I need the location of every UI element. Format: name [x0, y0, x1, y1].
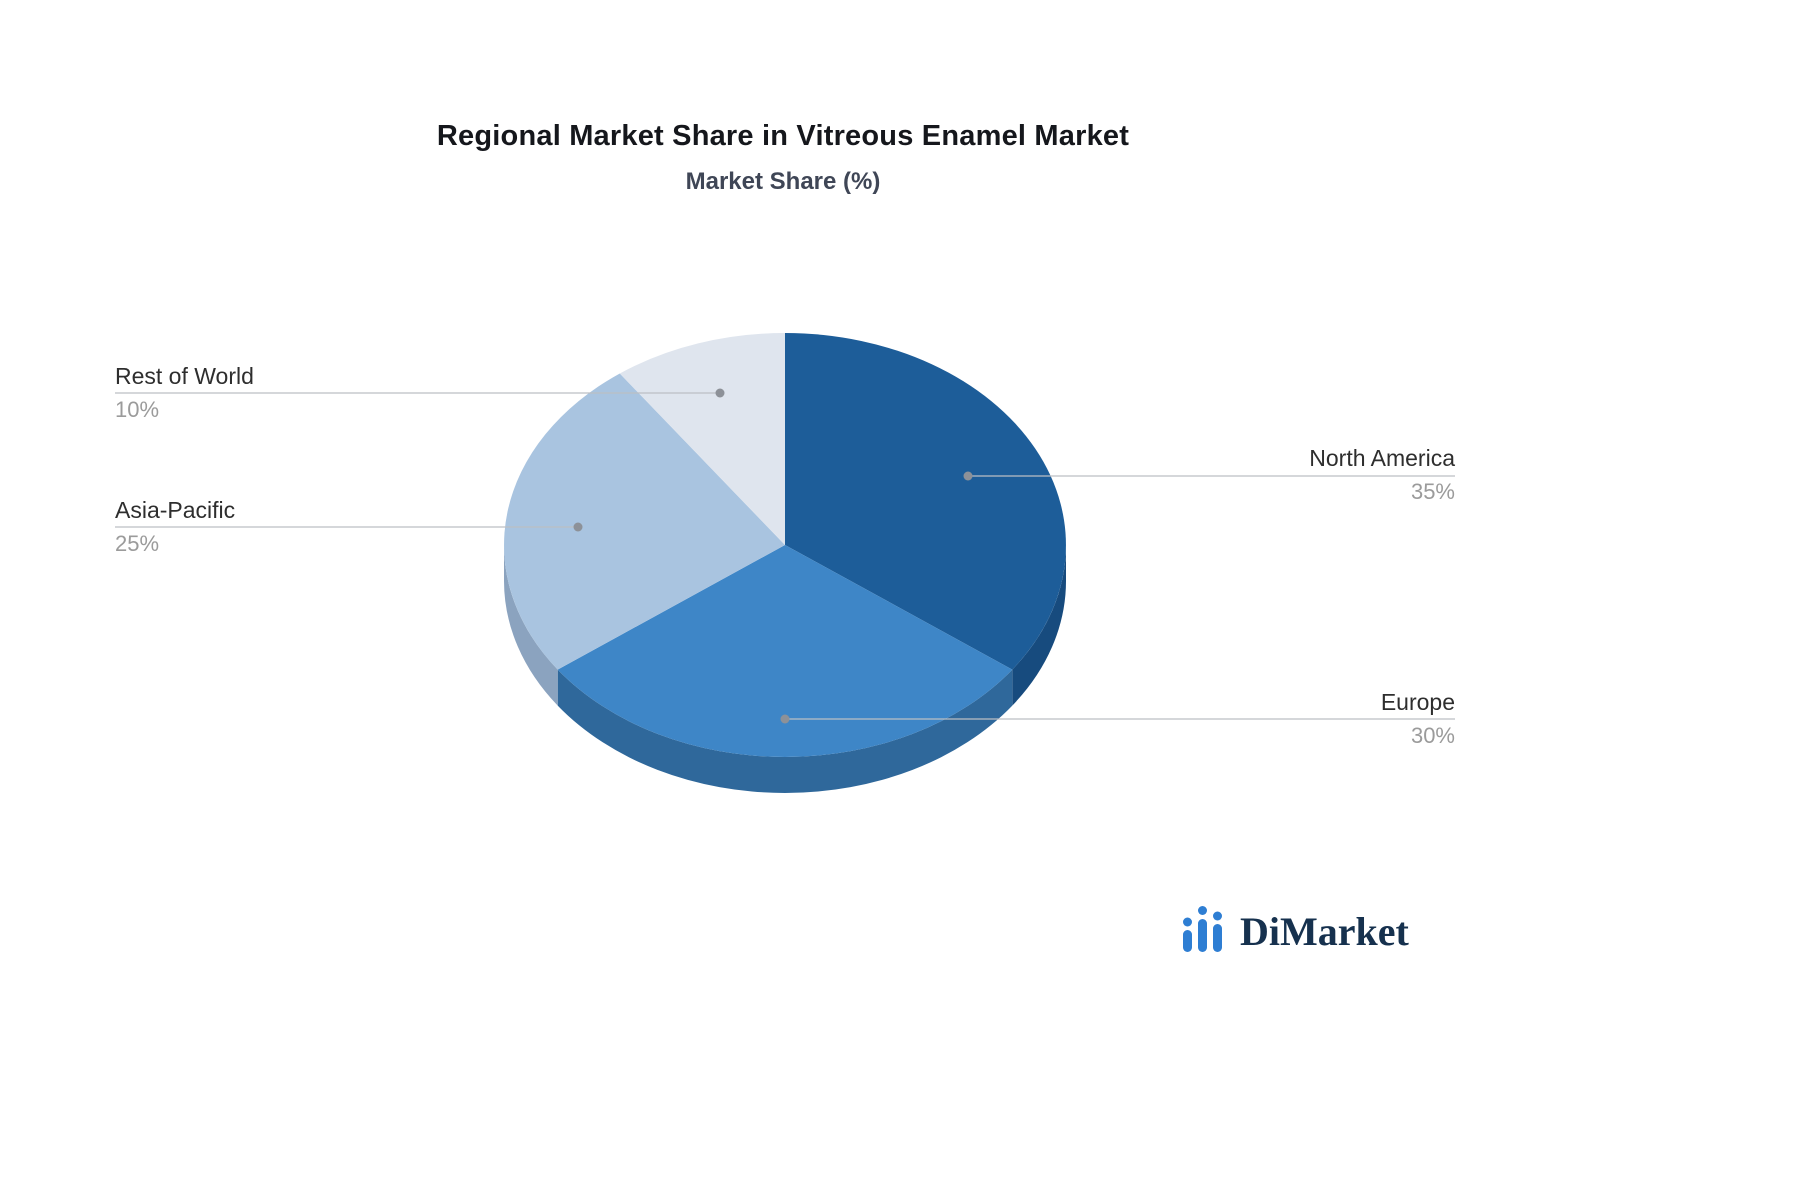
chart-subtitle: Market Share (%): [685, 168, 881, 195]
pie-slice-europe: [557, 545, 1013, 757]
pie-slice-rest-of-world: [619, 333, 785, 545]
callout-rest-of-world: Rest of World 10%: [115, 362, 254, 424]
slice-value-rest-of-world: 10%: [115, 397, 160, 422]
slice-value-europe: 30%: [1410, 723, 1455, 748]
leader-dot-north-america: [963, 471, 973, 481]
pie-slice-asia-pacific: [504, 373, 785, 670]
pie-slice-north-america: [785, 333, 1066, 670]
leader-dot-rest-of-world: [715, 388, 725, 398]
callout-europe: Europe 30%: [1381, 688, 1455, 750]
callout-north-america: North America 35%: [1309, 444, 1455, 506]
slice-label-asia-pacific: Asia-Pacific: [115, 497, 236, 523]
pie-side-europe: [557, 669, 1013, 793]
slice-label-rest-of-world: Rest of World: [115, 363, 254, 389]
slice-value-asia-pacific: 25%: [115, 531, 160, 556]
slice-label-north-america: North America: [1309, 445, 1455, 471]
pie-side-asia-pacific: [504, 545, 558, 706]
slice-label-europe: Europe: [1380, 689, 1455, 715]
leader-dot-europe: [780, 714, 790, 724]
callout-asia-pacific: Asia-Pacific 25%: [115, 496, 235, 558]
brand-logo: DiMarket: [1183, 906, 1409, 952]
slice-value-north-america: 35%: [1410, 479, 1455, 504]
pie-side-north-america: [1012, 545, 1066, 706]
leader-dot-asia-pacific: [573, 522, 583, 532]
brand-icon: [1183, 906, 1222, 952]
brand-name: DiMarket: [1240, 909, 1409, 954]
chart-title: Regional Market Share in Vitreous Enamel…: [436, 120, 1130, 152]
